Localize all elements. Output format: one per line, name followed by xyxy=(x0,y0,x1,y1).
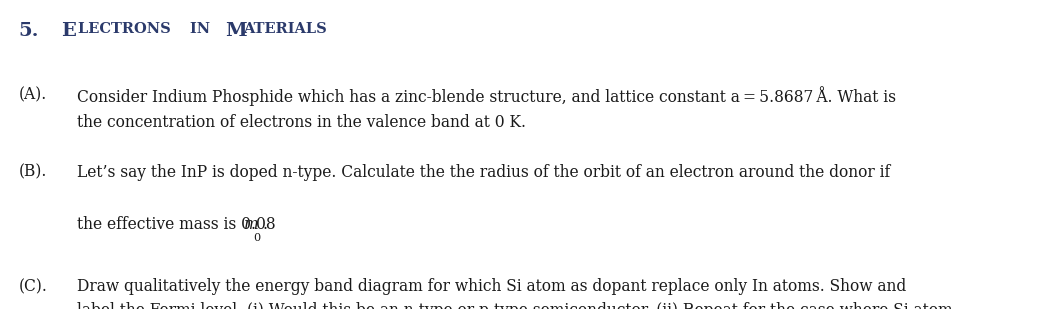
Text: .: . xyxy=(263,216,268,233)
Text: M: M xyxy=(225,22,247,40)
Text: ATERIALS: ATERIALS xyxy=(243,22,327,36)
Text: (B).: (B). xyxy=(19,164,47,181)
Text: LECTRONS: LECTRONS xyxy=(78,22,175,36)
Text: 0: 0 xyxy=(253,233,260,243)
Text: Consider Indium Phosphide which has a zinc-blende structure, and lattice constan: Consider Indium Phosphide which has a zi… xyxy=(77,87,895,131)
Text: IN: IN xyxy=(190,22,215,36)
Text: Let’s say the InP is doped n-type. Calculate the the radius of the orbit of an e: Let’s say the InP is doped n-type. Calcu… xyxy=(77,164,890,181)
Text: (C).: (C). xyxy=(19,278,48,295)
Text: m: m xyxy=(244,216,259,233)
Text: 5.: 5. xyxy=(19,22,40,40)
Text: the effective mass is 0.08: the effective mass is 0.08 xyxy=(77,216,276,233)
Text: E: E xyxy=(61,22,75,40)
Text: Draw qualitatively the energy band diagram for which Si atom as dopant replace o: Draw qualitatively the energy band diagr… xyxy=(77,278,953,309)
Text: (A).: (A). xyxy=(19,87,47,104)
